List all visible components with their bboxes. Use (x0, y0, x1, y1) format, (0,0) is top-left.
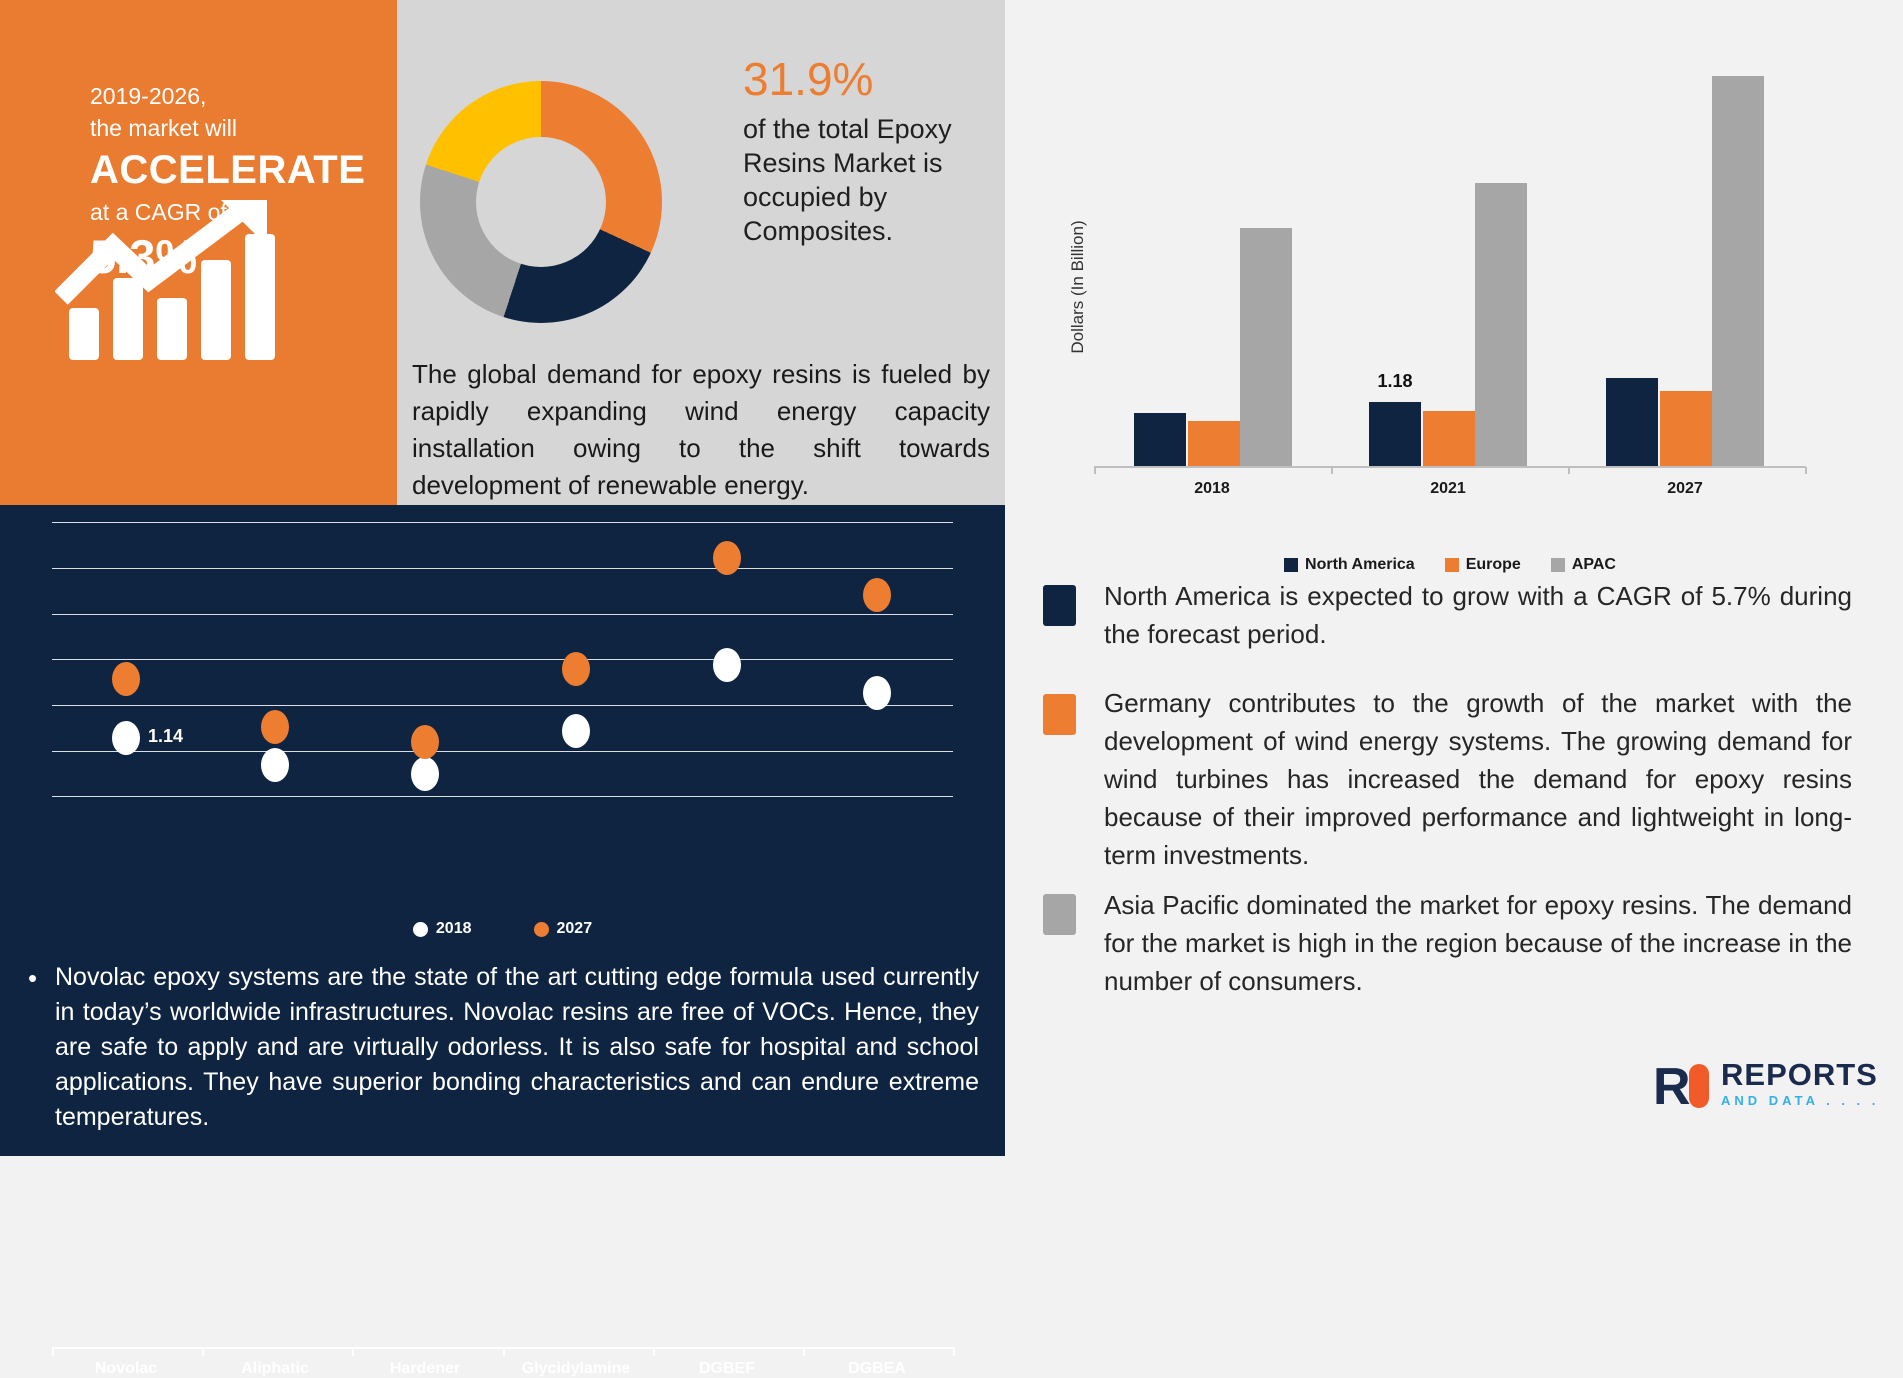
dot-2018-dgbea (863, 676, 891, 710)
bar-europe-2018 (1188, 421, 1240, 466)
bar-x-axis-label: 2027 (1667, 480, 1703, 497)
market-share-donut-chart (420, 81, 662, 323)
accelerate-emphasis: ACCELERATE (90, 148, 366, 192)
accelerate-line4: at a CAGR of (90, 199, 227, 225)
bar-axis-tick (1805, 467, 1807, 474)
bar-x-axis-label: 2021 (1430, 480, 1466, 497)
legend-label: 2018 (435, 920, 472, 937)
dot-2027-dgbea (863, 578, 891, 612)
bar-x-axis-label: 2018 (1194, 480, 1230, 497)
legend-item-north-america: North America (1284, 556, 1415, 574)
logo-dots: . . . . (1826, 1093, 1880, 1108)
dot-2018-dgbef (713, 648, 741, 682)
bar-north-america-2018 (1134, 413, 1186, 466)
dot-chart-legend: 2018 2027 (52, 920, 953, 938)
bar-data-label: 1.18 (1377, 371, 1413, 391)
bar-axis-tick (1331, 467, 1333, 474)
insight-bullet-asia-pacific (1043, 894, 1076, 935)
dot-chart-gridline (52, 522, 953, 523)
legend-dot-2027 (533, 921, 549, 937)
dot-chart-axis-tick (52, 1348, 54, 1356)
accelerate-period: 2019-2026, (90, 83, 207, 109)
accelerate-panel: 2019-2026, the market will ACCELERATE at… (0, 0, 397, 505)
dot-category-label: Aliphatic (241, 1360, 309, 1377)
bar-europe-2021 (1423, 411, 1475, 466)
legend-item-2027: 2027 (533, 920, 593, 938)
legend-dot-2018 (412, 921, 428, 937)
note-bullet: • (28, 963, 38, 993)
bar-axis-tick (1568, 467, 1570, 474)
legend-label: North America (1305, 556, 1415, 573)
legend-label: APAC (1571, 556, 1616, 573)
dot-chart-axis-tick (352, 1348, 354, 1356)
dot-chart-axis-tick (953, 1348, 955, 1356)
accelerate-line2: the market will (90, 115, 237, 141)
legend-item-europe: Europe (1444, 556, 1521, 574)
bar-apac-2018 (1240, 228, 1292, 466)
dot-2018-aliphatic (261, 748, 289, 782)
dot-chart-gridline (52, 568, 953, 569)
insight-text-north-america: North America is expected to grow with a… (1104, 581, 1852, 649)
insight-bullet-germany (1043, 694, 1076, 735)
bar-apac-2027 (1712, 76, 1764, 466)
resin-types-panel: Novolac Aliphatic Hardener Glycidylamine DGB… (0, 505, 1005, 1377)
dot-2027-glycidylamine (562, 652, 590, 686)
legend-label: Europe (1465, 556, 1521, 573)
insight-text-asia-pacific: Asia Pacific dominated the market for ep… (1104, 890, 1852, 996)
bar-apac-2021 (1475, 183, 1527, 466)
bar-north-america-2027 (1606, 378, 1658, 466)
dot-chart-gridline (52, 751, 953, 752)
composites-stat-caption: of the total Epoxy Resins Market is occu… (743, 114, 952, 246)
dot-chart-gridline (52, 659, 953, 660)
dot-2018-hardener (411, 757, 439, 791)
dot-chart-axis-tick (653, 1348, 655, 1356)
insight-bullet-north-america (1043, 585, 1076, 626)
reports-and-data-logo-mark: R (1653, 1060, 1709, 1112)
logo-title: REPORTS (1721, 1057, 1878, 1092)
logo-text-block: REPORTS AND DATA . . . . (1721, 1057, 1879, 1108)
dot-chart-gridline (52, 705, 953, 706)
epoxy-demand-paragraph: The global demand for epoxy resins is fu… (412, 359, 990, 500)
dot-2018-novolac (112, 721, 140, 755)
bar-axis-tick (1094, 467, 1096, 474)
apac-swatch (1550, 558, 1565, 572)
composites-stat-value: 31.9% (743, 53, 874, 105)
legend-item-2018: 2018 (412, 920, 472, 938)
dot-chart-axis-tick (503, 1348, 505, 1356)
composites-panel: 31.9% of the total Epoxy Resins Market i… (397, 0, 1005, 505)
dot-category-label: DGBEA (848, 1360, 906, 1377)
reports-and-data-logo: R REPORTS AND DATA . . . . (1653, 1057, 1879, 1112)
dot-category-label: DGBEF (699, 1360, 755, 1377)
composites-stat-block: 31.9% of the total Epoxy Resins Market i… (743, 50, 983, 248)
north-america-swatch (1284, 558, 1299, 572)
insight-text-germany: Germany contributes to the growth of the… (1104, 688, 1852, 870)
svg-text:R: R (1653, 1060, 1691, 1112)
dot-category-label: Hardener (389, 1360, 461, 1377)
dot-chart-gridline (52, 614, 953, 615)
logo-subtitle: AND DATA . . . . (1721, 1093, 1879, 1108)
dot-2027-aliphatic (261, 710, 289, 744)
bar-europe-2027 (1660, 391, 1712, 466)
bar-north-america-2021 (1369, 402, 1421, 466)
regional-panel: Dollars (In Billion) 2018 2021 2027 1.18 No… (1005, 0, 1903, 1156)
bar-chart-x-axis (1094, 466, 1806, 468)
legend-item-apac: APAC (1550, 556, 1616, 574)
logo-subtitle-text: AND DATA (1721, 1093, 1819, 1108)
novolac-note-text: Novolac epoxy systems are the state of t… (55, 963, 979, 1131)
legend-label: 2027 (556, 920, 593, 937)
regional-bar-chart: 2018 2021 2027 1.18 (1005, 0, 1903, 600)
dot-2027-hardener (411, 725, 439, 759)
dot-data-label: 1.14 (148, 726, 184, 746)
growth-arrow-chart-icon (55, 200, 275, 360)
europe-swatch (1444, 558, 1459, 572)
dot-chart-gridline (52, 796, 953, 797)
dot-2027-novolac (112, 662, 140, 696)
dot-chart-axis-tick (202, 1348, 204, 1356)
dot-category-label: Novolac (94, 1360, 158, 1377)
dot-category-label: Glycidylamine (521, 1360, 631, 1377)
dot-2027-dgbef (713, 541, 741, 575)
bar-chart-legend: North America Europe APAC (1094, 556, 1806, 574)
dot-chart-axis-tick (803, 1348, 805, 1356)
dot-2018-glycidylamine (562, 714, 590, 748)
